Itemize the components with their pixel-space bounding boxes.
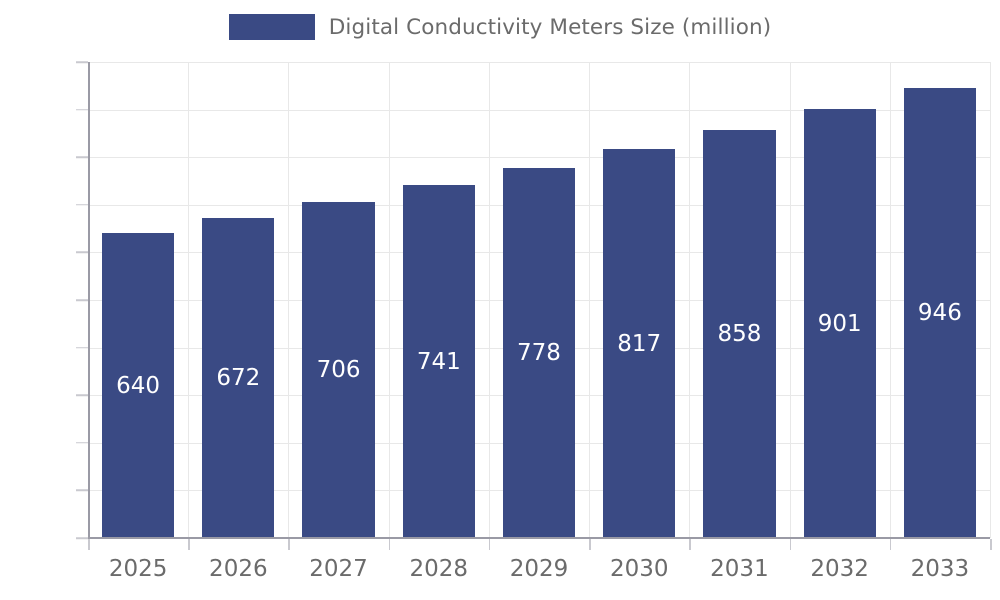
x-axis-tick-mark <box>388 539 391 550</box>
x-axis-tick-label: 2029 <box>509 556 569 582</box>
x-axis-spine <box>88 537 990 539</box>
y-axis-tick-mark <box>76 61 88 63</box>
x-axis-tick-mark <box>589 539 591 550</box>
gridline-vertical <box>589 62 591 538</box>
bar-group: 640 <box>88 62 188 538</box>
bar[interactable] <box>603 149 676 538</box>
x-axis-tick-mark <box>990 539 992 550</box>
x-axis-tick-label: 2027 <box>309 556 368 582</box>
bar[interactable] <box>502 167 576 538</box>
bar[interactable] <box>803 109 876 538</box>
y-axis-spine <box>88 62 90 539</box>
x-axis-tick-label: 2025 <box>108 556 168 582</box>
bar-group: 706 <box>288 62 388 538</box>
y-axis-tick-mark <box>76 537 88 539</box>
bar[interactable] <box>302 201 375 538</box>
y-axis-tick-mark <box>76 204 88 206</box>
bar-group: 946 <box>890 62 990 538</box>
gridline-vertical <box>188 62 190 538</box>
gridline-vertical <box>288 62 290 538</box>
gridline-vertical <box>789 62 791 538</box>
chart-legend: Digital Conductivity Meters Size (millio… <box>0 0 1000 54</box>
y-axis-tick-mark <box>76 489 88 492</box>
bar-group: 901 <box>790 62 890 538</box>
bar-group: 672 <box>188 62 288 538</box>
gridline-vertical <box>388 62 390 538</box>
y-axis-tick-mark <box>76 394 88 396</box>
legend-color-swatch <box>228 14 315 40</box>
x-axis-tick-mark <box>889 539 892 550</box>
bar[interactable] <box>703 129 776 538</box>
bar-group: 778 <box>489 62 589 538</box>
gridline-vertical <box>990 62 991 538</box>
x-axis-tick-mark <box>488 539 491 550</box>
y-axis-tick-mark <box>76 346 88 349</box>
x-axis-tick-mark <box>689 539 691 550</box>
x-axis-tick-label: 2028 <box>409 556 469 582</box>
bar-group: 817 <box>589 62 689 538</box>
gridline-vertical <box>488 62 490 538</box>
y-axis-tick-mark <box>76 442 88 444</box>
y-axis-tick-mark <box>76 299 88 301</box>
x-axis-tick-label: 2032 <box>810 556 869 582</box>
bar-group: 741 <box>389 62 489 538</box>
gridline-horizontal <box>88 62 990 63</box>
x-axis-tick-mark <box>188 539 190 550</box>
bar-group: 858 <box>689 62 789 538</box>
x-axis-tick-mark <box>789 539 792 550</box>
gridline-horizontal <box>88 157 990 159</box>
x-axis-tick-label: 2026 <box>209 556 268 582</box>
x-axis-tick-mark <box>88 539 90 550</box>
x-axis-tick-mark <box>288 539 290 550</box>
x-axis-tick-label: 2030 <box>609 556 669 582</box>
plot-area: 640 672 706 741 778 817 858 901 946 <box>88 62 991 539</box>
gridline-vertical <box>889 62 891 538</box>
gridline-horizontal <box>88 109 990 111</box>
bar[interactable] <box>402 185 475 538</box>
bar[interactable] <box>102 233 175 538</box>
y-axis-tick-mark <box>76 251 88 254</box>
gridline-vertical <box>689 62 691 538</box>
bar[interactable] <box>202 218 275 538</box>
y-axis-tick-mark <box>76 156 88 158</box>
x-axis-tick-label: 2031 <box>710 556 769 582</box>
x-axis-tick-label: 2033 <box>910 556 970 582</box>
bar[interactable] <box>903 87 976 538</box>
y-axis-tick-mark <box>76 108 88 111</box>
legend-label: Digital Conductivity Meters Size (millio… <box>328 14 772 40</box>
